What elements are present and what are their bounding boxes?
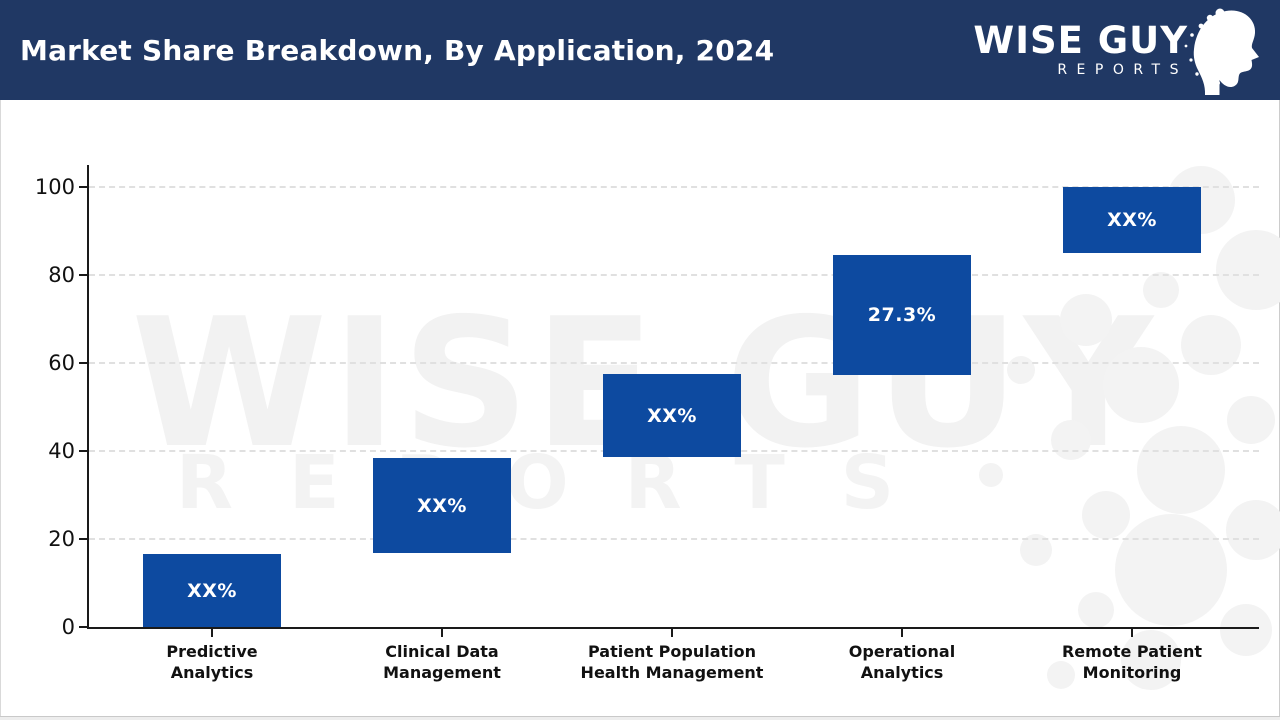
footer-strip (0, 716, 1280, 720)
bar-2: XX% (373, 458, 511, 554)
y-tick-mark (79, 626, 89, 628)
y-tick-mark (79, 186, 89, 188)
bar-3: XX% (603, 374, 741, 458)
watermark-subtitle: REPORTS (176, 440, 951, 526)
bar-value-label: XX% (647, 404, 697, 427)
x-tick-mark (901, 629, 903, 637)
logo-text: WISE GUY REPORTS (973, 19, 1188, 79)
y-tick-label: 20 (48, 526, 75, 551)
logo-wordmark: WISE GUY (973, 19, 1188, 62)
y-tick-label: 100 (34, 174, 75, 199)
y-tick-mark (79, 362, 89, 364)
wise-guy-logo: WISE GUY REPORTS (973, 3, 1266, 97)
bar-value-label: XX% (1107, 209, 1157, 231)
x-tick-mark (1131, 629, 1133, 637)
category-label-3: Patient Population Health Management (580, 642, 764, 682)
dotted-face-logo-icon (1184, 8, 1259, 95)
x-axis-line (87, 627, 1259, 629)
bar-1: XX% (143, 554, 281, 627)
bar-value-label: XX% (187, 579, 237, 602)
y-axis-line (87, 165, 89, 629)
bar-value-label: XX% (417, 494, 467, 517)
y-tick-mark (79, 274, 89, 276)
y-tick-label: 60 (48, 350, 75, 375)
y-tick-label: 40 (48, 438, 75, 463)
category-label-1: Predictive Analytics (166, 642, 258, 682)
gridline-y20 (89, 538, 1259, 540)
x-tick-mark (671, 629, 673, 637)
gridline-y100 (89, 186, 1259, 188)
category-label-2: Clinical Data Management (383, 642, 501, 682)
bar-value-label: 27.3% (867, 304, 937, 327)
y-tick-mark (79, 450, 89, 452)
x-tick-mark (211, 629, 213, 637)
bar-5: XX% (1063, 187, 1201, 253)
y-tick-label: 80 (48, 262, 75, 287)
chart-canvas: WISE GUY REPORTS 0 20 40 60 80 100 XX% Predicti… (0, 100, 1280, 716)
x-tick-mark (441, 629, 443, 637)
category-label-5: Remote Patient Monitoring (1061, 642, 1203, 682)
page-title: Market Share Breakdown, By Application, … (20, 33, 775, 67)
category-label-4: Operational Analytics (848, 642, 956, 682)
gridline-y60 (89, 362, 1259, 364)
gridline-y80 (89, 274, 1259, 276)
header-bar: Market Share Breakdown, By Application, … (0, 0, 1280, 100)
logo-subtitle: REPORTS (1057, 62, 1188, 78)
y-tick-mark (79, 538, 89, 540)
y-tick-label: 0 (61, 614, 75, 639)
bar-4: 27.3% (833, 255, 971, 376)
